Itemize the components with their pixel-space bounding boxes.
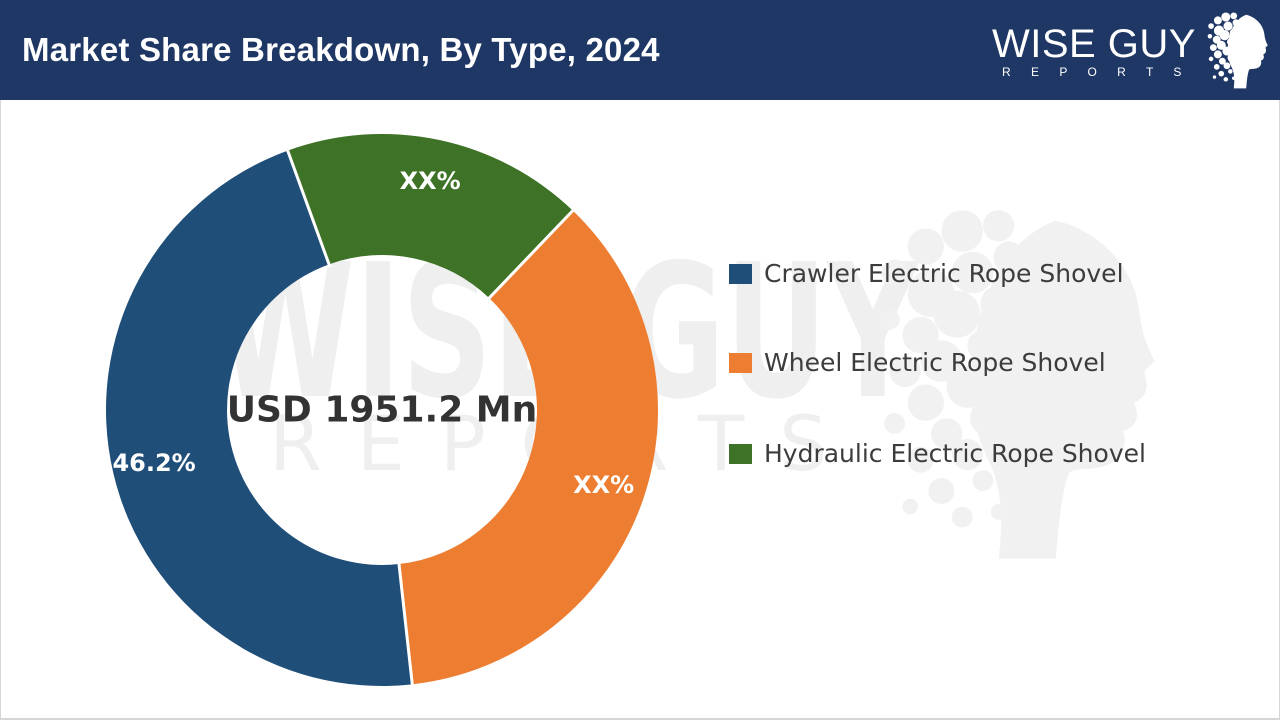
slice-percent-label: XX% [400,167,461,195]
donut-slice-2 [287,133,573,299]
slice-separator [397,560,415,687]
logo-wordmark: WISE GUY [991,21,1196,66]
slice-separator [285,148,332,268]
legend-label: Wheel Electric Rope Shovel [764,348,1106,377]
donut-slice-0 [105,150,413,686]
donut-center-label: USD 1951.2 Mn [226,389,538,431]
slice-percent-label: XX% [573,471,634,499]
legend-label: Hydraulic Electric Rope Shovel [764,439,1146,468]
donut-slice-1 [399,210,658,685]
logo-subtext: R E P O R T S [1002,64,1190,79]
logo-face-icon [1202,10,1270,92]
legend-swatch-crawler [729,263,752,284]
legend-item-wheel: Wheel Electric Rope Shovel [729,348,1106,377]
wise-guy-logo: WISE GUY R E P O R T S [992,10,1270,92]
page-title: Market Share Breakdown, By Type, 2024 [22,31,660,68]
logo-text: WISE GUY R E P O R T S [992,24,1196,79]
legend-swatch-hydraulic [729,443,752,464]
legend-item-crawler: Crawler Electric Rope Shovel [729,259,1124,288]
header: Market Share Breakdown, By Type, 2024 WI… [0,0,1280,100]
slice-separator [486,208,576,302]
legend-item-hydraulic: Hydraulic Electric Rope Shovel [729,439,1146,468]
legend-swatch-wheel [729,352,752,373]
slice-percent-label: 46.2% [112,449,195,477]
donut-chart: 46.2% XX% XX% [105,133,658,687]
legend-label: Crawler Electric Rope Shovel [764,259,1124,288]
